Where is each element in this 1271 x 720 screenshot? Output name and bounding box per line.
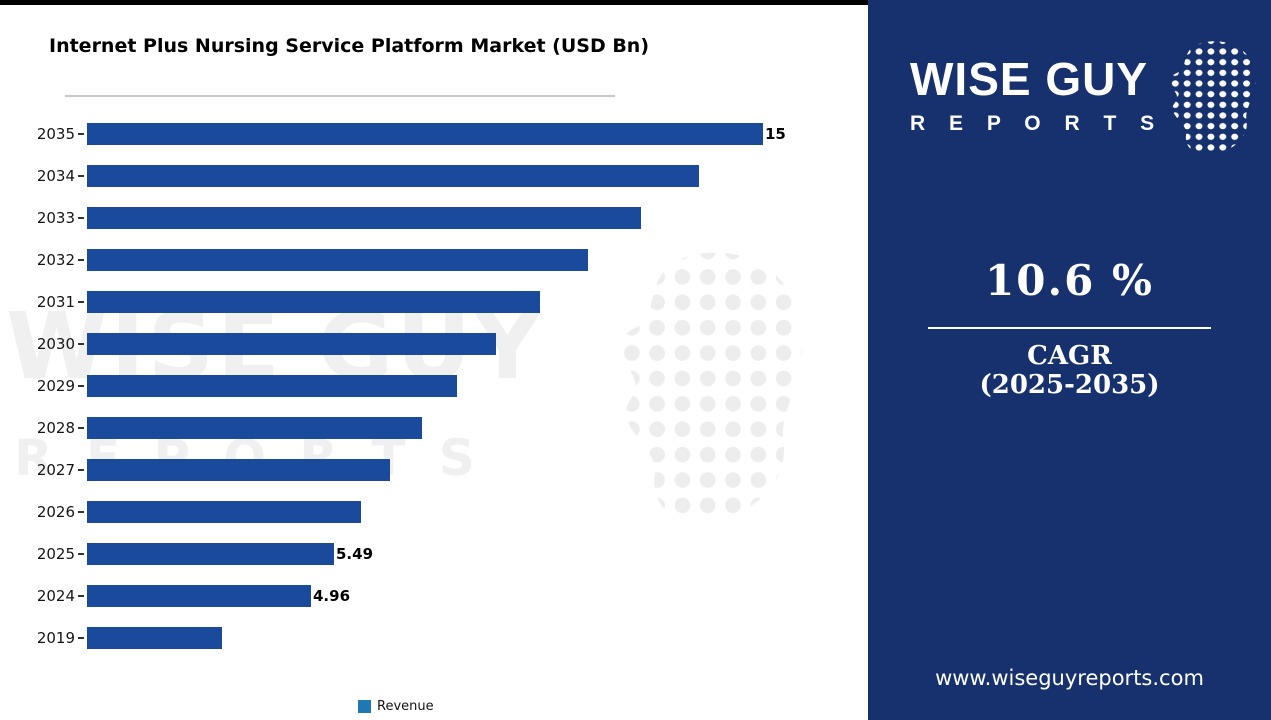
bar-track (87, 249, 840, 271)
bar-row: 2029 (30, 365, 840, 407)
y-axis-tick-label: 2028 (36, 419, 75, 437)
bar (87, 501, 361, 523)
logo-text-line2: R E P O R T S (910, 112, 1164, 135)
bar-track (87, 333, 840, 355)
bar (87, 417, 422, 439)
bar-track (87, 291, 840, 313)
axis-tick (78, 511, 84, 513)
bar-row: 2031 (30, 281, 840, 323)
y-axis-tick-label: 2035 (36, 125, 75, 143)
legend-marker (358, 700, 371, 713)
bar (87, 375, 457, 397)
legend-label: Revenue (377, 699, 434, 714)
y-axis-tick-label: 2034 (36, 167, 75, 185)
bar-track (87, 417, 840, 439)
legend: Revenue (358, 699, 434, 714)
bar-chart: 2035 15 2034 2033 2032 2031 2030 2029 2028 2027 20… (30, 113, 840, 659)
bar-track: 5.49 (87, 543, 840, 565)
axis-tick (78, 259, 84, 261)
bar (87, 459, 390, 481)
bar (87, 585, 311, 607)
axis-tick (78, 637, 84, 639)
axis-tick (78, 553, 84, 555)
bar-track (87, 501, 840, 523)
axis-tick (78, 217, 84, 219)
y-axis-tick-label: 2031 (36, 293, 75, 311)
bar-row: 2035 15 (30, 113, 840, 155)
axis-tick (78, 133, 84, 135)
y-axis-tick-label: 2024 (36, 587, 75, 605)
bar-row: 2030 (30, 323, 840, 365)
axis-tick (78, 175, 84, 177)
bar-track: 4.96 (87, 585, 840, 607)
axis-tick (78, 343, 84, 345)
y-axis-tick-label: 2025 (36, 545, 75, 563)
axis-tick (78, 427, 84, 429)
bar-row: 2033 (30, 197, 840, 239)
y-axis-tick-label: 2019 (36, 629, 75, 647)
side-panel: WISE GUY R E P O R T S 10.6 % CAGR (2025… (868, 0, 1271, 720)
axis-tick (78, 469, 84, 471)
bar-row: 2034 (30, 155, 840, 197)
bar (87, 123, 763, 145)
y-axis-tick-label: 2027 (36, 461, 75, 479)
bar-row: 2019 (30, 617, 840, 659)
bar-track (87, 459, 840, 481)
y-axis-tick-label: 2033 (36, 209, 75, 227)
y-axis-tick-label: 2026 (36, 503, 75, 521)
bar-track (87, 375, 840, 397)
axis-tick (78, 301, 84, 303)
logo-text-line1: WISE GUY (910, 53, 1149, 105)
bar-row: 2028 (30, 407, 840, 449)
bar (87, 543, 334, 565)
bar (87, 291, 540, 313)
bar-track: 15 (87, 123, 840, 145)
chart-area: WISE GUY R E P O R T S Internet Plus Nur… (0, 0, 868, 714)
cagr-period: (2025-2035) (979, 370, 1160, 400)
bar-row: 2025 5.49 (30, 533, 840, 575)
bar-track (87, 207, 840, 229)
bar-value-label: 5.49 (336, 545, 374, 563)
axis-tick (78, 385, 84, 387)
bar-row: 2024 4.96 (30, 575, 840, 617)
bar (87, 627, 222, 649)
cagr-label: CAGR (1027, 341, 1112, 371)
chart-title: Internet Plus Nursing Service Platform M… (49, 35, 650, 57)
bar (87, 207, 641, 229)
cagr-divider (928, 327, 1211, 329)
y-axis-tick-label: 2029 (36, 377, 75, 395)
bar-value-label: 4.96 (313, 587, 351, 605)
bar (87, 333, 496, 355)
axis-tick (78, 595, 84, 597)
bar (87, 249, 588, 271)
title-underline (65, 95, 615, 97)
bar-row: 2026 (30, 491, 840, 533)
bar-track (87, 165, 840, 187)
y-axis-tick-label: 2030 (36, 335, 75, 353)
website-link[interactable]: www.wiseguyreports.com (935, 666, 1204, 690)
logo: WISE GUY R E P O R T S (910, 41, 1256, 155)
logo-head-icon (1168, 41, 1256, 155)
y-axis-tick-label: 2032 (36, 251, 75, 269)
cagr-value: 10.6 % (985, 256, 1154, 305)
bar-value-label: 15 (765, 125, 786, 143)
bar-track (87, 627, 840, 649)
bar-row: 2032 (30, 239, 840, 281)
bar-row: 2027 (30, 449, 840, 491)
bar (87, 165, 699, 187)
